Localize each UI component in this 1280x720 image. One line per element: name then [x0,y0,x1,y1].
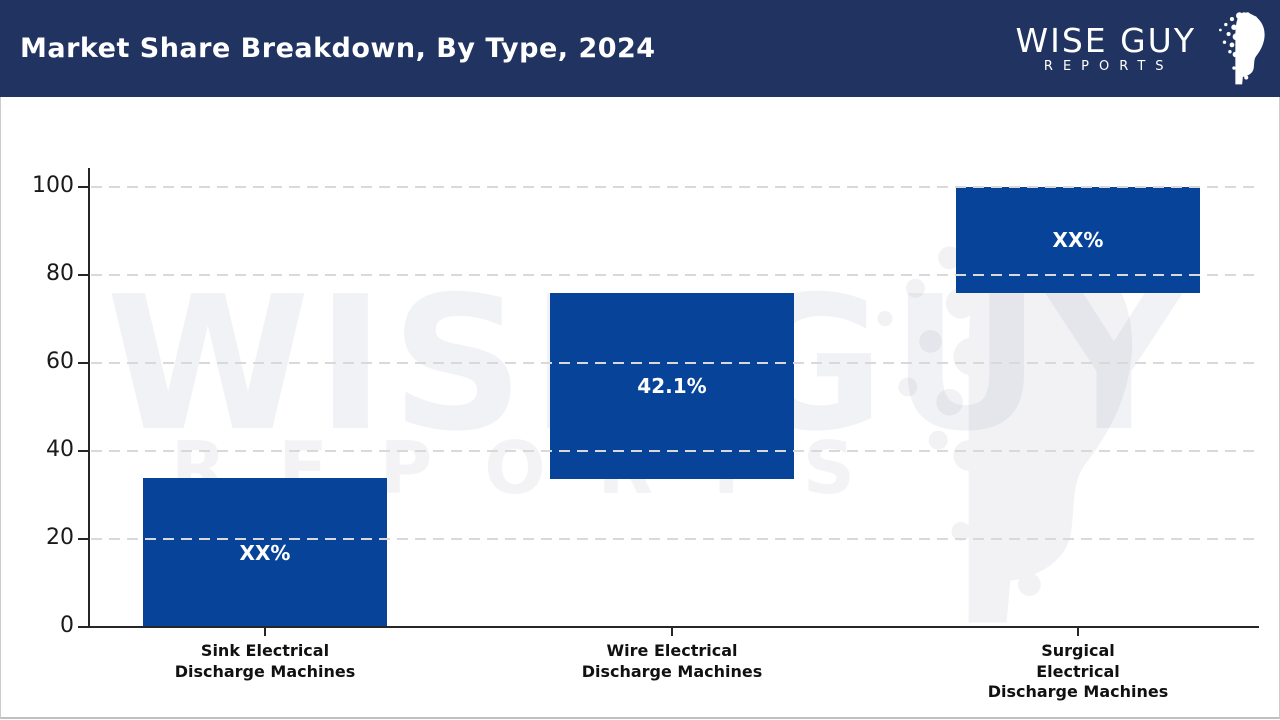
x-category-label-line: Surgical [1041,641,1115,660]
x-category-label-line: Discharge Machines [581,661,763,681]
y-tick-label: 60 [46,349,74,374]
x-category-label: Sink Electrical Discharge Machines [115,641,415,682]
y-tick-mark [78,538,89,540]
chart-panel: WISE GUY REPORTS 0 20 40 60 80 100 XX% 42.1% XX%… [0,97,1280,719]
y-tick-mark [78,362,89,364]
x-category-label: Surgical Electrical Discharge Machines [928,641,1228,703]
logo: WISE GUY REPORTS [1015,6,1268,92]
x-category-label-line: Electrical [1036,661,1120,681]
bar-value-label: 42.1% [637,374,707,399]
logo-head-dots [1219,12,1258,80]
x-category-label-line: Discharge Machines [987,682,1169,701]
y-tick-label: 40 [46,437,74,462]
x-category-label-line: Sink Electrical [200,641,330,660]
y-tick-label: 0 [60,613,74,638]
dot-head-profile-icon [1219,12,1265,85]
y-tick-mark [78,186,89,188]
y-gridline [91,362,1257,364]
bar-value-label: XX% [1052,228,1104,253]
y-tick-mark [78,450,89,452]
bar-segment: XX% [956,187,1200,294]
y-tick-label: 80 [46,261,74,286]
x-axis-line [88,626,1259,628]
y-tick-label: 20 [46,525,74,550]
x-tick-mark [671,628,673,636]
y-gridline [91,538,1257,540]
header: Market Share Breakdown, By Type, 2024 WI… [0,0,1280,97]
bar-segment: 42.1% [550,293,794,479]
y-axis-line [88,168,90,628]
x-tick-mark [1077,628,1079,636]
y-tick-label: 100 [32,173,74,198]
page-title: Market Share Breakdown, By Type, 2024 [20,33,656,64]
logo-text: WISE GUY REPORTS [1015,20,1196,75]
y-gridline [91,274,1257,276]
bar-value-label: XX% [239,540,291,565]
x-category-label-line: Wire Electrical [606,641,738,660]
logo-subtitle: REPORTS [1043,59,1174,75]
y-gridline [91,450,1257,452]
y-tick-mark [78,274,89,276]
y-gridline [91,186,1257,188]
y-tick-mark [78,626,89,628]
x-category-label-line: Discharge Machines [174,661,356,681]
plot-area: 0 20 40 60 80 100 XX% 42.1% XX% Sink Electrical Di… [1,97,1279,717]
bar-segment: XX% [143,478,387,627]
logo-wordmark: WISE GUY [1015,20,1196,60]
x-tick-mark [264,628,266,636]
x-category-label: Wire Electrical Discharge Machines [522,641,822,682]
